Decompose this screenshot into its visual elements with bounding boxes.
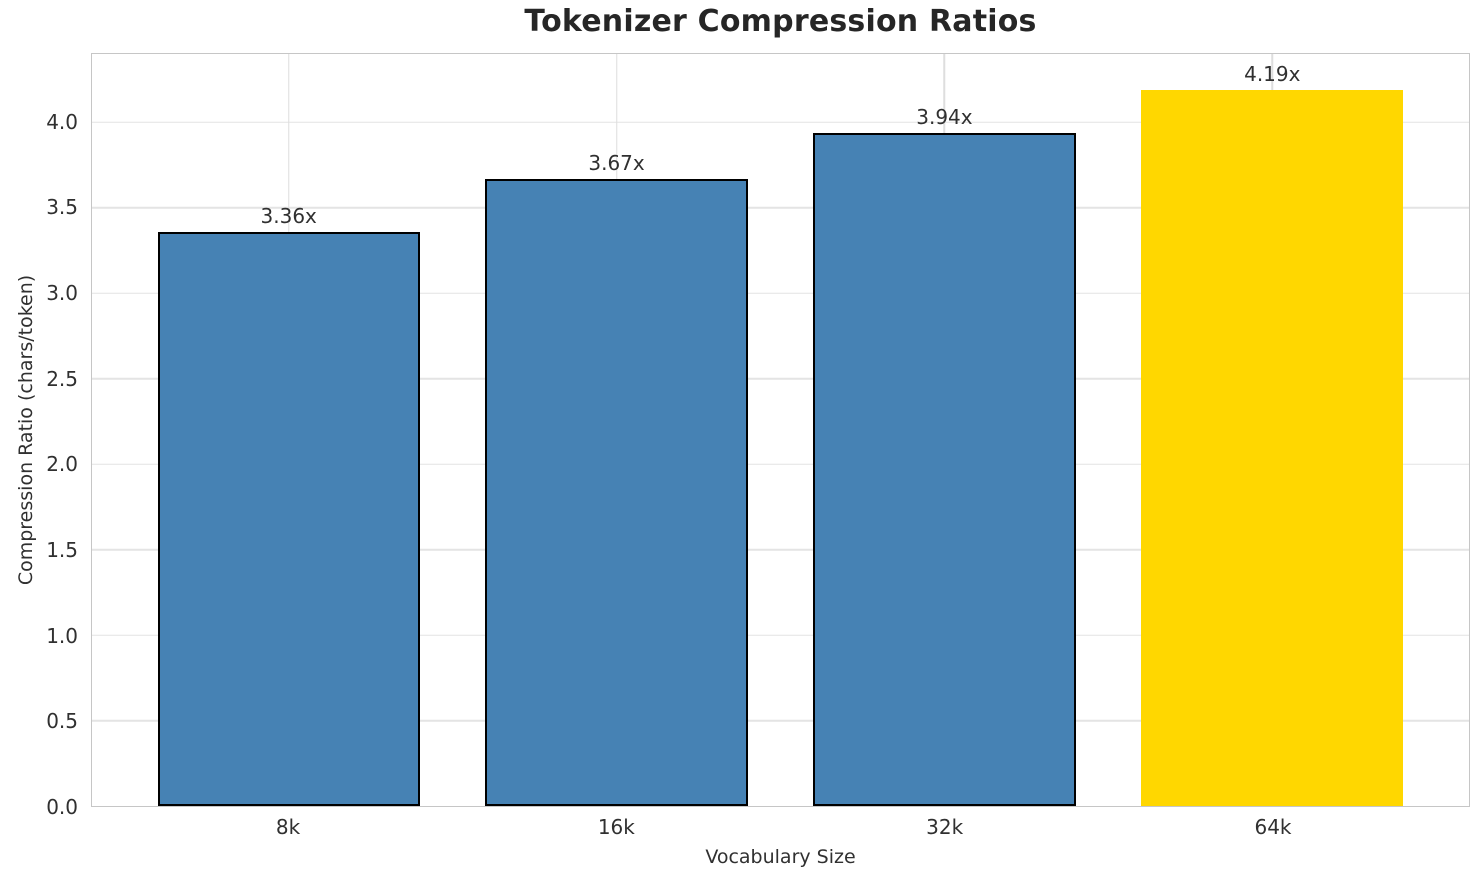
y-axis-tick-label: 2.5 (46, 366, 78, 391)
y-axis-tick-label: 0.0 (46, 795, 78, 819)
bar-32k (813, 132, 1076, 806)
bar-16k (485, 178, 748, 806)
gridline-horizontal (92, 377, 1469, 380)
chart-title: Tokenizer Compression Ratios (524, 4, 1037, 39)
gridline-horizontal (92, 634, 1469, 636)
x-axis-tick-label: 32k (926, 815, 964, 839)
bar-64k (1141, 89, 1404, 806)
bar-8k (157, 231, 420, 806)
y-axis-tick-label: 0.5 (46, 709, 78, 734)
x-axis-tick-label: 64k (1254, 815, 1292, 839)
y-axis-tick-label: 2.0 (46, 452, 78, 477)
bar-value-label: 3.94x (916, 104, 973, 129)
x-axis-label: Vocabulary Size (705, 846, 856, 868)
y-axis-tick-label: 1.0 (46, 623, 78, 648)
plot-area: 3.36x 3.67x 3.94x 4.19x (91, 53, 1470, 807)
bar-value-label: 3.36x (260, 203, 317, 228)
gridline-horizontal (92, 463, 1469, 465)
y-axis-tick-label: 3.0 (46, 280, 78, 305)
bar-value-label: 3.67x (588, 150, 645, 175)
gridline-horizontal (92, 719, 1469, 722)
gridline-horizontal (92, 121, 1469, 124)
gridline-horizontal (92, 292, 1469, 295)
gridline-horizontal (92, 207, 1469, 209)
gridline-horizontal (92, 548, 1469, 551)
bar-value-label: 4.19x (1244, 61, 1301, 86)
y-axis-tick-label: 4.0 (46, 109, 78, 134)
x-axis-tick-label: 16k (597, 815, 635, 839)
y-axis-tick-label: 1.5 (46, 537, 78, 562)
y-axis-tick-label: 3.5 (46, 195, 78, 220)
x-axis-tick-label: 8k (275, 815, 301, 839)
